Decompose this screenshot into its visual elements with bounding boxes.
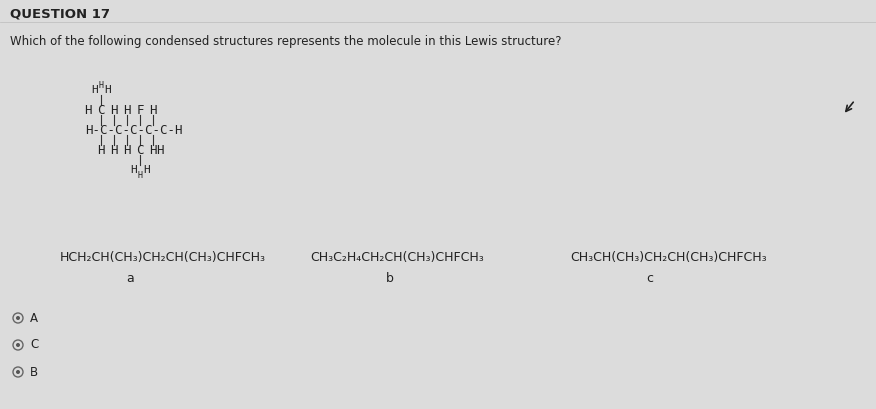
Text: H: H (131, 165, 138, 175)
Text: H: H (124, 144, 131, 157)
Text: A: A (30, 312, 38, 324)
Text: H: H (138, 171, 143, 180)
Text: H: H (150, 144, 157, 157)
Text: Which of the following condensed structures represents the molecule in this Lewi: Which of the following condensed structu… (10, 36, 562, 49)
Text: H: H (124, 103, 131, 117)
Circle shape (16, 343, 20, 347)
Text: H: H (110, 103, 118, 117)
Text: H: H (84, 103, 92, 117)
Text: CH₃C₂H₄CH₂CH(CH₃)CHFCH₃: CH₃C₂H₄CH₂CH(CH₃)CHFCH₃ (310, 252, 484, 265)
Text: H-C-C-C-C-C-H: H-C-C-C-C-C-H (85, 124, 182, 137)
Text: HCH₂CH(CH₃)CH₂CH(CH₃)CHFCH₃: HCH₂CH(CH₃)CH₂CH(CH₃)CHFCH₃ (60, 252, 266, 265)
Text: H: H (91, 85, 98, 95)
Text: H: H (104, 85, 111, 95)
Text: H: H (99, 81, 103, 90)
Text: C: C (137, 144, 144, 157)
Circle shape (16, 370, 20, 374)
Text: F: F (137, 103, 144, 117)
Text: H: H (110, 144, 118, 157)
Text: H: H (97, 144, 105, 157)
Text: C: C (97, 103, 105, 117)
Text: CH₃CH(CH₃)CH₂CH(CH₃)CHFCH₃: CH₃CH(CH₃)CH₂CH(CH₃)CHFCH₃ (570, 252, 766, 265)
Text: H: H (150, 103, 157, 117)
Text: H: H (144, 165, 150, 175)
Text: QUESTION 17: QUESTION 17 (10, 7, 110, 20)
Text: b: b (386, 272, 394, 285)
Text: H: H (156, 144, 164, 157)
Text: C: C (30, 339, 39, 351)
Circle shape (16, 316, 20, 320)
Text: a: a (126, 272, 134, 285)
Text: B: B (30, 366, 39, 378)
Text: c: c (646, 272, 653, 285)
